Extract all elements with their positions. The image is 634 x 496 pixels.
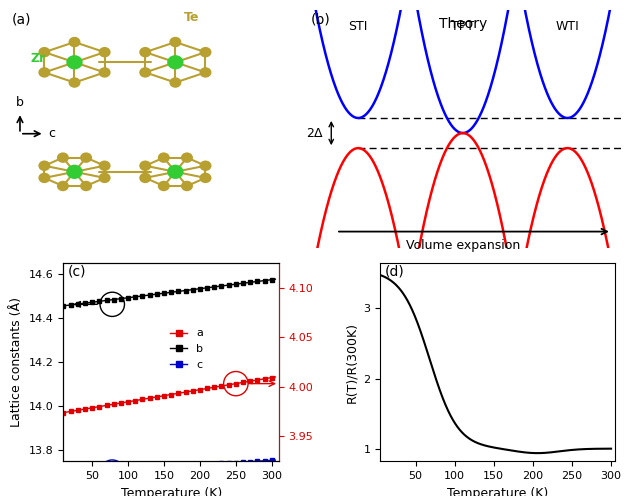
Circle shape — [167, 55, 184, 69]
Circle shape — [158, 181, 170, 191]
Text: 2$\Delta$: 2$\Delta$ — [306, 126, 325, 139]
Circle shape — [99, 161, 110, 171]
Circle shape — [99, 47, 110, 58]
Text: STI: STI — [349, 20, 368, 33]
Text: Volume expansion: Volume expansion — [406, 239, 520, 252]
Circle shape — [139, 67, 152, 78]
Legend: a, b, c: a, b, c — [166, 324, 207, 374]
Circle shape — [80, 152, 92, 163]
Text: TPT: TPT — [451, 20, 474, 33]
Circle shape — [139, 47, 152, 58]
Circle shape — [200, 161, 212, 171]
Text: Theory: Theory — [439, 17, 487, 31]
Circle shape — [139, 173, 152, 183]
Circle shape — [39, 47, 50, 58]
Text: Te: Te — [184, 10, 200, 24]
Circle shape — [39, 173, 50, 183]
Circle shape — [67, 55, 82, 69]
Circle shape — [181, 181, 193, 191]
Circle shape — [169, 37, 181, 47]
Circle shape — [200, 67, 212, 78]
Y-axis label: Lattice constants (Å): Lattice constants (Å) — [10, 297, 23, 427]
X-axis label: Temperature (K): Temperature (K) — [447, 487, 548, 496]
X-axis label: Temperature (K): Temperature (K) — [120, 487, 222, 496]
Circle shape — [99, 173, 110, 183]
Circle shape — [99, 67, 110, 78]
Y-axis label: R(T)/R(300K): R(T)/R(300K) — [345, 321, 358, 403]
Circle shape — [200, 47, 212, 58]
Circle shape — [39, 67, 50, 78]
Text: b: b — [16, 96, 24, 109]
Circle shape — [158, 152, 170, 163]
Circle shape — [57, 181, 69, 191]
Circle shape — [67, 165, 82, 179]
Text: (d): (d) — [385, 265, 405, 279]
Circle shape — [200, 173, 212, 183]
Text: (c): (c) — [68, 265, 86, 279]
Circle shape — [57, 152, 69, 163]
Circle shape — [39, 161, 50, 171]
Circle shape — [167, 165, 184, 179]
Circle shape — [169, 77, 181, 88]
Circle shape — [68, 37, 81, 47]
Text: Zr: Zr — [30, 52, 45, 65]
Text: WTI: WTI — [555, 20, 579, 33]
Circle shape — [181, 152, 193, 163]
Circle shape — [80, 181, 92, 191]
Circle shape — [68, 77, 81, 88]
Text: (a): (a) — [12, 12, 31, 26]
Text: (b): (b) — [311, 12, 330, 26]
Circle shape — [139, 161, 152, 171]
Text: c: c — [49, 127, 56, 140]
